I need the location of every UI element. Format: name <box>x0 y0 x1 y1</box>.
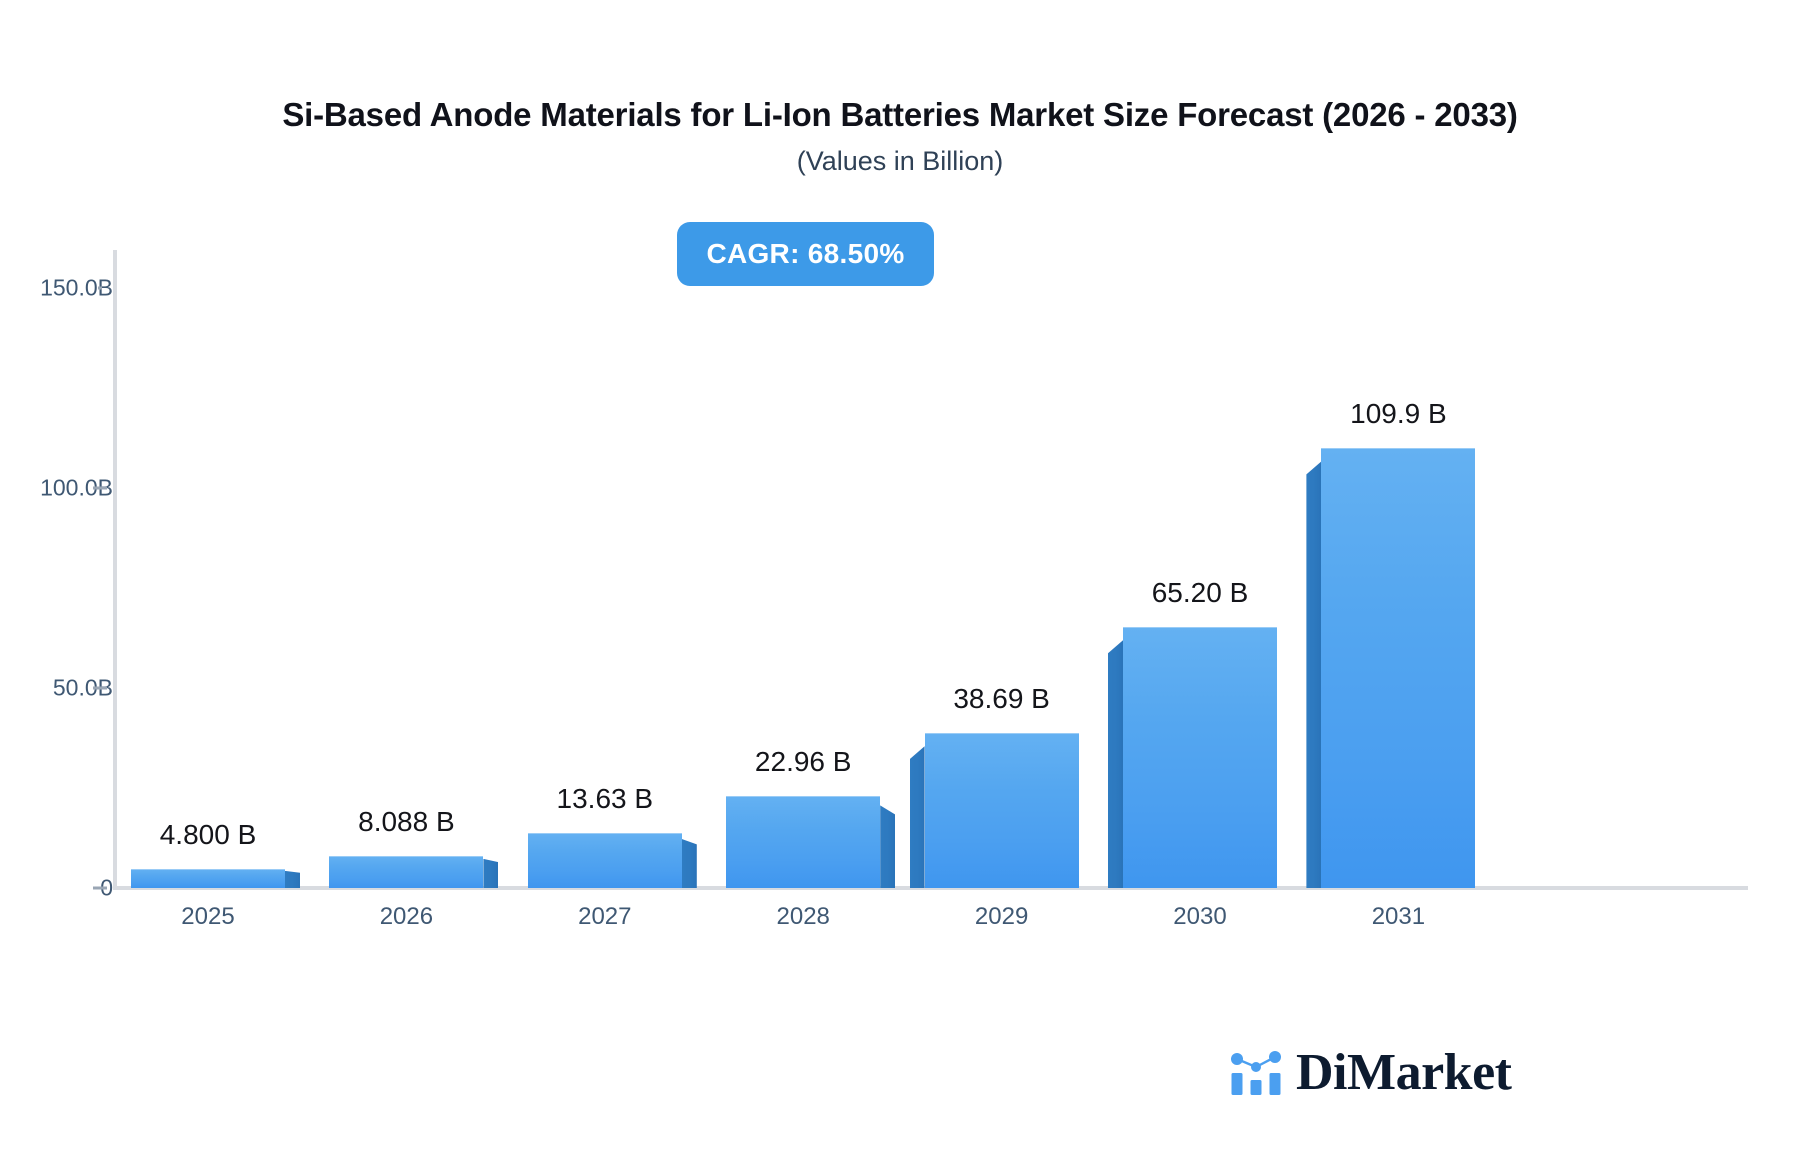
bar-body <box>131 868 285 888</box>
x-tick-label: 2031 <box>1371 903 1426 930</box>
bar-body <box>527 833 682 888</box>
bar-body <box>329 855 484 888</box>
y-tick-mark <box>93 486 107 490</box>
bar-side-face <box>880 805 896 888</box>
bar-value-label: 4.800 B <box>159 818 257 850</box>
bar-value-label: 22.96 B <box>754 746 852 778</box>
page-title: Si-Based Anode Materials for Li-Ion Batt… <box>282 96 1518 133</box>
bar-side-face <box>483 858 499 888</box>
bar-side-face <box>681 838 697 888</box>
bar-2031[interactable] <box>1306 448 1476 888</box>
bar-value-label: 109.9 B <box>1350 398 1447 430</box>
bar-side-face <box>285 870 300 888</box>
x-tick-label: 2025 <box>181 903 235 930</box>
bar-2029[interactable] <box>909 733 1079 888</box>
x-axis-line <box>113 886 1748 890</box>
bar-2026[interactable] <box>329 855 499 888</box>
bar-body <box>726 796 881 888</box>
y-tick-mark <box>98 286 102 290</box>
y-axis-line <box>113 250 117 888</box>
bar-side-face <box>1108 640 1123 888</box>
bar-value-label: 8.088 B <box>358 805 455 837</box>
x-tick-label: 2028 <box>776 903 830 930</box>
brand-logo: DiMarket <box>1228 1040 1512 1106</box>
bar-side-face <box>909 746 925 888</box>
brand-logo-text: DiMarket <box>1296 1044 1512 1101</box>
x-tick-label: 2029 <box>974 903 1029 930</box>
chart-subtitle: (Values in Billion) <box>796 146 1004 176</box>
bar-2027[interactable] <box>527 833 697 888</box>
x-tick-label: 2030 <box>1173 903 1227 930</box>
x-tick-label: 2026 <box>379 903 434 930</box>
bar-body <box>1123 627 1277 888</box>
bar-side-face <box>1306 461 1322 888</box>
y-tick-mark <box>93 686 107 690</box>
bar-value-label: 65.20 B <box>1151 577 1249 609</box>
bar-value-label: 38.69 B <box>953 683 1050 715</box>
cagr-badge: CAGR: 68.50% <box>677 222 934 286</box>
bar-value-label: 13.63 B <box>556 783 654 815</box>
bar-2030[interactable] <box>1108 627 1277 888</box>
bar-2025[interactable] <box>131 868 300 888</box>
bar-body <box>1321 448 1476 888</box>
x-tick-label: 2027 <box>578 903 632 930</box>
y-tick-mark <box>93 886 107 890</box>
bar-2028[interactable] <box>726 796 896 888</box>
bar-body <box>924 733 1079 888</box>
bar-chart-logo-icon <box>1228 1048 1284 1098</box>
